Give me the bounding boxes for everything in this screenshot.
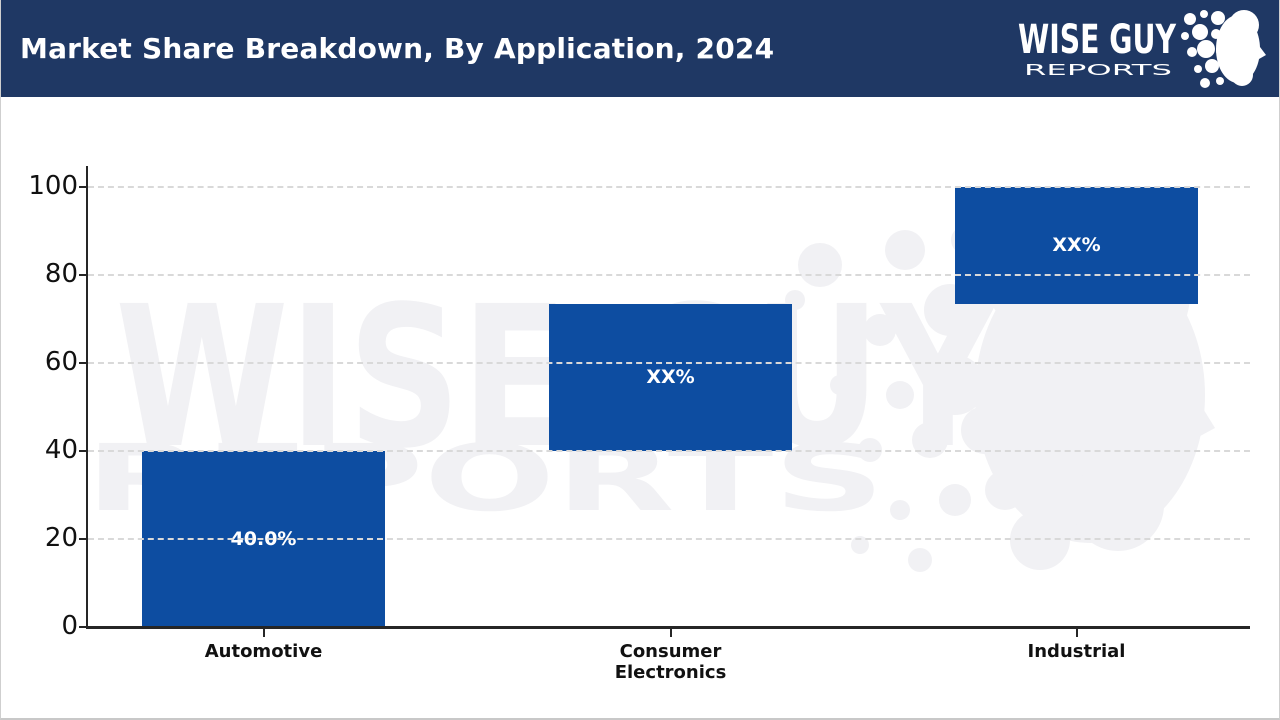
bar-value-label-consumer-electronics: XX% xyxy=(646,366,695,389)
y-tick-label-80: 80 xyxy=(44,259,78,289)
logo-face-icon xyxy=(1181,10,1266,88)
logo-reports-text: REPORTS xyxy=(1024,61,1172,79)
x-axis-label-automotive: Automotive xyxy=(204,641,323,662)
bar-consumer-electronics: XX% xyxy=(549,303,792,451)
y-tick-label-100: 100 xyxy=(28,171,78,201)
y-tick-label-40: 40 xyxy=(44,435,78,465)
gridline-80 xyxy=(88,274,1250,276)
y-tick-mark-40 xyxy=(79,450,87,452)
gridline-40 xyxy=(88,450,1250,452)
gridline-20 xyxy=(88,538,1250,540)
y-tick-label-0: 0 xyxy=(61,611,78,641)
x-axis-label-consumer-electronics: Consumer Electronics xyxy=(614,641,727,683)
y-tick-label-20: 20 xyxy=(44,523,78,553)
gridline-60 xyxy=(88,362,1250,364)
y-tick-mark-20 xyxy=(79,538,87,540)
y-tick-mark-0 xyxy=(79,626,87,628)
y-axis-line xyxy=(86,166,88,629)
y-tick-mark-60 xyxy=(79,362,87,364)
x-axis-line xyxy=(86,626,1250,629)
x-axis-label-industrial: Industrial xyxy=(1027,641,1126,662)
x-tick-mark-3 xyxy=(1075,629,1078,637)
bar-value-label-industrial: XX% xyxy=(1052,234,1101,257)
logo-wordmark: WISE GUY xyxy=(1018,17,1177,63)
y-tick-label-60: 60 xyxy=(44,347,78,377)
y-tick-mark-80 xyxy=(79,274,87,276)
x-tick-mark-1 xyxy=(262,629,265,637)
page-title: Market Share Breakdown, By Application, … xyxy=(20,32,775,65)
wise-guy-reports-logo: WISE GUY REPORTS xyxy=(1018,10,1266,88)
gridline-100 xyxy=(88,186,1250,188)
y-tick-mark-100 xyxy=(79,186,87,188)
bar-industrial: XX% xyxy=(955,187,1198,304)
x-tick-mark-2 xyxy=(669,629,672,637)
header-bar: Market Share Breakdown, By Application, … xyxy=(0,0,1280,97)
